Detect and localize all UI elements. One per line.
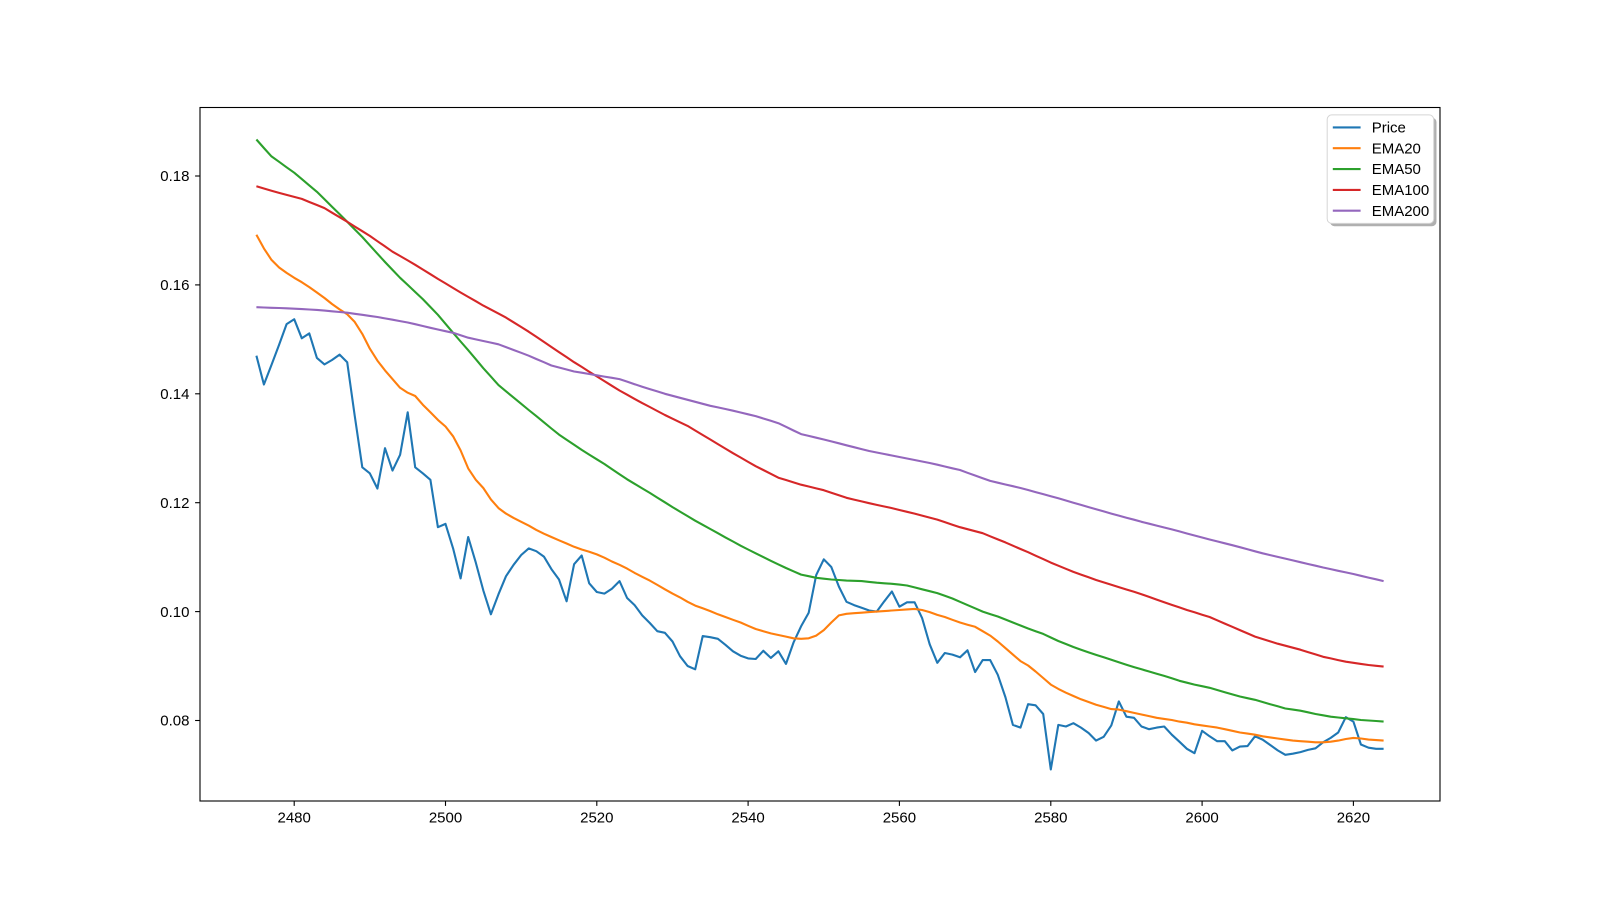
- svg-text:2580: 2580: [1034, 809, 1067, 826]
- svg-text:EMA20: EMA20: [1372, 140, 1421, 157]
- svg-text:0.14: 0.14: [160, 386, 189, 403]
- svg-text:EMA50: EMA50: [1372, 161, 1421, 178]
- svg-text:2500: 2500: [429, 809, 462, 826]
- svg-text:2620: 2620: [1337, 809, 1370, 826]
- svg-text:2480: 2480: [278, 809, 311, 826]
- svg-text:EMA200: EMA200: [1372, 203, 1430, 220]
- svg-text:Price: Price: [1372, 120, 1406, 137]
- svg-text:EMA100: EMA100: [1372, 182, 1430, 199]
- svg-text:2540: 2540: [731, 809, 764, 826]
- svg-text:0.12: 0.12: [160, 495, 189, 512]
- svg-text:0.16: 0.16: [160, 277, 189, 294]
- svg-text:0.10: 0.10: [160, 604, 189, 621]
- svg-text:2560: 2560: [883, 809, 916, 826]
- svg-text:2520: 2520: [580, 809, 613, 826]
- svg-text:0.18: 0.18: [160, 168, 189, 185]
- svg-text:0.08: 0.08: [160, 713, 189, 730]
- svg-text:2600: 2600: [1185, 809, 1218, 826]
